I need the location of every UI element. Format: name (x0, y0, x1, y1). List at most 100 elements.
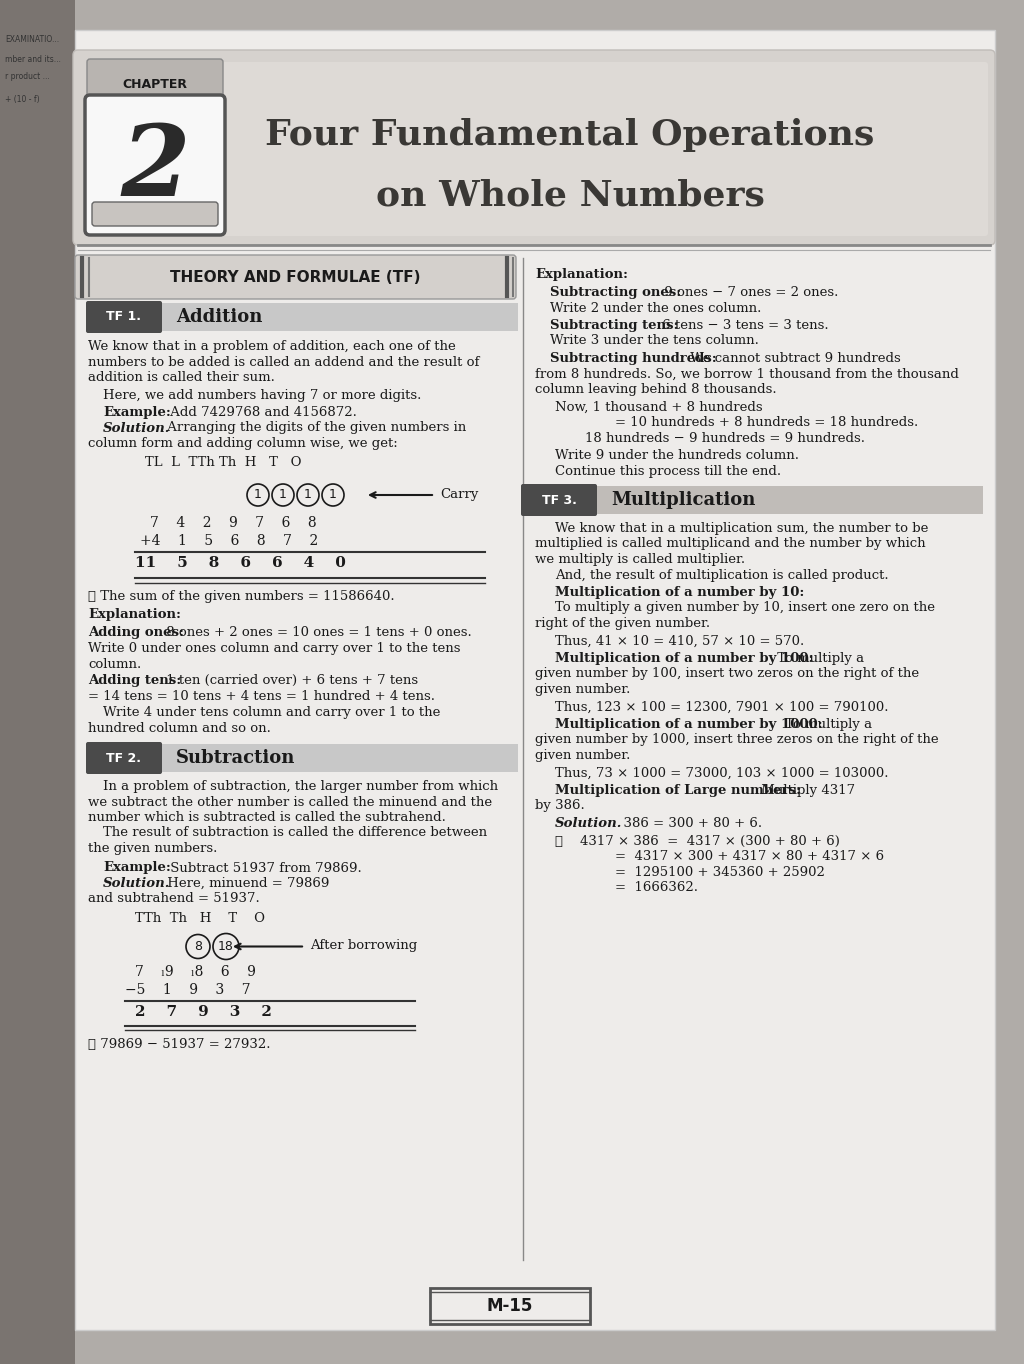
Text: Solution.: Solution. (555, 817, 623, 831)
Text: Write 2 under the ones column.: Write 2 under the ones column. (550, 301, 762, 315)
Text: In a problem of subtraction, the larger number from which: In a problem of subtraction, the larger … (103, 780, 498, 792)
Text: THEORY AND FORMULAE (TF): THEORY AND FORMULAE (TF) (170, 270, 420, 285)
Text: +4    1    5    6    8    7    2: +4 1 5 6 8 7 2 (140, 533, 318, 548)
Text: from 8 hundreds. So, we borrow 1 thousand from the thousand: from 8 hundreds. So, we borrow 1 thousan… (535, 367, 958, 381)
FancyBboxPatch shape (75, 30, 995, 1330)
Text: TL  L  TTh Th  H   T   O: TL L TTh Th H T O (145, 457, 301, 469)
Bar (595, 486, 983, 514)
Text: =  1295100 + 345360 + 25902: = 1295100 + 345360 + 25902 (615, 866, 825, 878)
Text: hundred column and so on.: hundred column and so on. (88, 722, 271, 735)
Text: Multiply 4317: Multiply 4317 (757, 784, 855, 797)
Text: We know that in a problem of addition, each one of the: We know that in a problem of addition, e… (88, 340, 456, 353)
Text: 1: 1 (280, 488, 287, 502)
Text: Subtraction: Subtraction (176, 749, 295, 767)
FancyBboxPatch shape (92, 202, 218, 226)
Bar (0, 0, 75, 1364)
Text: column leaving behind 8 thousands.: column leaving behind 8 thousands. (535, 383, 776, 396)
Text: Add 7429768 and 4156872.: Add 7429768 and 4156872. (166, 406, 357, 419)
Text: Multiplication of a number by 10:: Multiplication of a number by 10: (555, 587, 805, 599)
Text: TF 1.: TF 1. (106, 311, 141, 323)
Text: We cannot subtract 9 hundreds: We cannot subtract 9 hundreds (686, 352, 901, 366)
Text: Arranging the digits of the given numbers in: Arranging the digits of the given number… (163, 421, 466, 435)
Text: Solution.: Solution. (103, 421, 170, 435)
Text: −5    1    9    3    7: −5 1 9 3 7 (125, 983, 251, 997)
Text: given number by 1000, insert three zeros on the right of the: given number by 1000, insert three zeros… (535, 734, 939, 746)
Text: numbers to be added is called an addend and the result of: numbers to be added is called an addend … (88, 356, 479, 368)
Text: 18: 18 (218, 940, 233, 953)
Text: To multiply a: To multiply a (781, 717, 872, 731)
FancyBboxPatch shape (430, 1288, 590, 1324)
Text: given number.: given number. (535, 749, 631, 762)
Text: Example:: Example: (103, 862, 171, 874)
Text: 18 hundreds − 9 hundreds = 9 hundreds.: 18 hundreds − 9 hundreds = 9 hundreds. (585, 431, 865, 445)
Text: right of the given number.: right of the given number. (535, 617, 710, 630)
Text: Thus, 123 × 100 = 12300, 7901 × 100 = 790100.: Thus, 123 × 100 = 12300, 7901 × 100 = 79… (555, 701, 889, 713)
FancyBboxPatch shape (75, 255, 516, 299)
Text: Write 3 under the tens column.: Write 3 under the tens column. (550, 334, 759, 348)
Text: We know that in a multiplication sum, the number to be: We know that in a multiplication sum, th… (555, 522, 929, 535)
Text: we subtract the other number is called the minuend and the: we subtract the other number is called t… (88, 795, 493, 809)
Text: Thus, 73 × 1000 = 73000, 103 × 1000 = 103000.: Thus, 73 × 1000 = 73000, 103 × 1000 = 10… (555, 767, 889, 779)
FancyBboxPatch shape (73, 50, 995, 246)
Text: Multiplication of Large numbers:: Multiplication of Large numbers: (555, 784, 801, 797)
Text: = 14 tens = 10 tens + 4 tens = 1 hundred + 4 tens.: = 14 tens = 10 tens + 4 tens = 1 hundred… (88, 690, 435, 702)
Text: Write 9 under the hundreds column.: Write 9 under the hundreds column. (555, 449, 799, 462)
Text: 6 tens − 3 tens = 3 tens.: 6 tens − 3 tens = 3 tens. (658, 319, 828, 331)
Text: 9 ones − 7 ones = 2 ones.: 9 ones − 7 ones = 2 ones. (660, 286, 839, 299)
Text: = 10 hundreds + 8 hundreds = 18 hundreds.: = 10 hundreds + 8 hundreds = 18 hundreds… (615, 416, 919, 430)
Text: Continue this process till the end.: Continue this process till the end. (555, 465, 781, 477)
Text: Subtracting hundreds:: Subtracting hundreds: (550, 352, 717, 366)
Text: TTh  Th   H    T    O: TTh Th H T O (135, 913, 265, 925)
Text: Multiplication of a number by 100:: Multiplication of a number by 100: (555, 652, 813, 666)
Text: 386 = 300 + 80 + 6.: 386 = 300 + 80 + 6. (615, 817, 762, 831)
Text: Four Fundamental Operations: Four Fundamental Operations (265, 119, 874, 151)
Text: 8: 8 (194, 940, 202, 953)
Text: number which is subtracted is called the subtrahend.: number which is subtracted is called the… (88, 812, 445, 824)
Text: Write 0 under ones column and carry over 1 to the tens: Write 0 under ones column and carry over… (88, 642, 461, 655)
Text: given number by 100, insert two zeros on the right of the: given number by 100, insert two zeros on… (535, 667, 920, 681)
Text: ∴ 79869 − 51937 = 27932.: ∴ 79869 − 51937 = 27932. (88, 1038, 270, 1050)
Text: 11    5    8    6    6    4    0: 11 5 8 6 6 4 0 (135, 557, 346, 570)
Text: 1: 1 (329, 488, 337, 502)
FancyBboxPatch shape (142, 61, 988, 236)
Text: Addition: Addition (176, 308, 262, 326)
Text: =  1666362.: = 1666362. (615, 881, 698, 893)
Text: Multiplication: Multiplication (611, 491, 756, 509)
Text: + (10 - f): + (10 - f) (5, 95, 40, 104)
Text: 1: 1 (254, 488, 262, 502)
Text: Solution.: Solution. (103, 877, 170, 889)
Text: 8 ones + 2 ones = 10 ones = 1 tens + 0 ones.: 8 ones + 2 ones = 10 ones = 1 tens + 0 o… (162, 626, 472, 638)
Bar (160, 303, 518, 331)
Text: mber and its...: mber and its... (5, 55, 60, 64)
Text: ∴    4317 × 386  =  4317 × (300 + 80 + 6): ∴ 4317 × 386 = 4317 × (300 + 80 + 6) (555, 835, 840, 847)
Text: column.: column. (88, 657, 141, 671)
Text: Carry: Carry (440, 488, 478, 501)
Text: the given numbers.: the given numbers. (88, 842, 217, 855)
Text: TF 3.: TF 3. (542, 494, 577, 506)
Text: Example:: Example: (103, 406, 171, 419)
Text: Subtract 51937 from 79869.: Subtract 51937 from 79869. (166, 862, 361, 874)
Text: EXAMINATIO...: EXAMINATIO... (5, 35, 59, 44)
Text: Subtracting ones:: Subtracting ones: (550, 286, 681, 299)
Text: 7    4    2    9    7    6    8: 7 4 2 9 7 6 8 (150, 516, 316, 531)
Text: To multiply a: To multiply a (773, 652, 864, 666)
Text: by 386.: by 386. (535, 799, 585, 813)
Text: Here, minuend = 79869: Here, minuend = 79869 (163, 877, 330, 889)
Text: Thus, 41 × 10 = 410, 57 × 10 = 570.: Thus, 41 × 10 = 410, 57 × 10 = 570. (555, 634, 804, 648)
Text: column form and adding column wise, we get:: column form and adding column wise, we g… (88, 436, 397, 450)
FancyBboxPatch shape (521, 484, 597, 516)
Text: and subtrahend = 51937.: and subtrahend = 51937. (88, 892, 260, 906)
Text: Explanation:: Explanation: (88, 608, 181, 621)
Text: 1: 1 (304, 488, 312, 502)
Text: multiplied is called multiplicand and the number by which: multiplied is called multiplicand and th… (535, 537, 926, 551)
Text: Multiplication of a number by 1000:: Multiplication of a number by 1000: (555, 717, 822, 731)
Text: Now, 1 thousand + 8 hundreds: Now, 1 thousand + 8 hundreds (555, 401, 763, 413)
Text: addition is called their sum.: addition is called their sum. (88, 371, 274, 385)
Text: After borrowing: After borrowing (310, 940, 417, 952)
Text: Write 4 under tens column and carry over 1 to the: Write 4 under tens column and carry over… (103, 707, 440, 719)
FancyBboxPatch shape (85, 95, 225, 235)
Text: we multiply is called multiplier.: we multiply is called multiplier. (535, 552, 745, 566)
FancyBboxPatch shape (86, 742, 162, 773)
Text: CHAPTER: CHAPTER (123, 78, 187, 90)
Text: ∴ The sum of the given numbers = 11586640.: ∴ The sum of the given numbers = 1158664… (88, 591, 394, 603)
